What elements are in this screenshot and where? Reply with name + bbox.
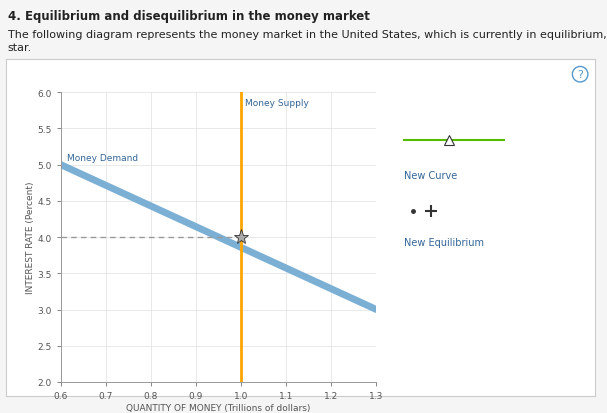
Text: Money Supply: Money Supply [245, 99, 308, 108]
X-axis label: QUANTITY OF MONEY (Trillions of dollars): QUANTITY OF MONEY (Trillions of dollars) [126, 403, 311, 412]
Text: New Equilibrium: New Equilibrium [404, 237, 484, 247]
Text: Money Demand: Money Demand [67, 154, 138, 163]
Text: ?: ? [577, 70, 583, 80]
Text: The following diagram represents the money market in the United States, which is: The following diagram represents the mon… [8, 30, 607, 40]
Text: New Curve: New Curve [404, 170, 457, 180]
Y-axis label: INTEREST RATE (Percent): INTEREST RATE (Percent) [25, 181, 35, 294]
Text: star.: star. [8, 43, 32, 53]
Text: 4. Equilibrium and disequilibrium in the money market: 4. Equilibrium and disequilibrium in the… [8, 10, 370, 23]
